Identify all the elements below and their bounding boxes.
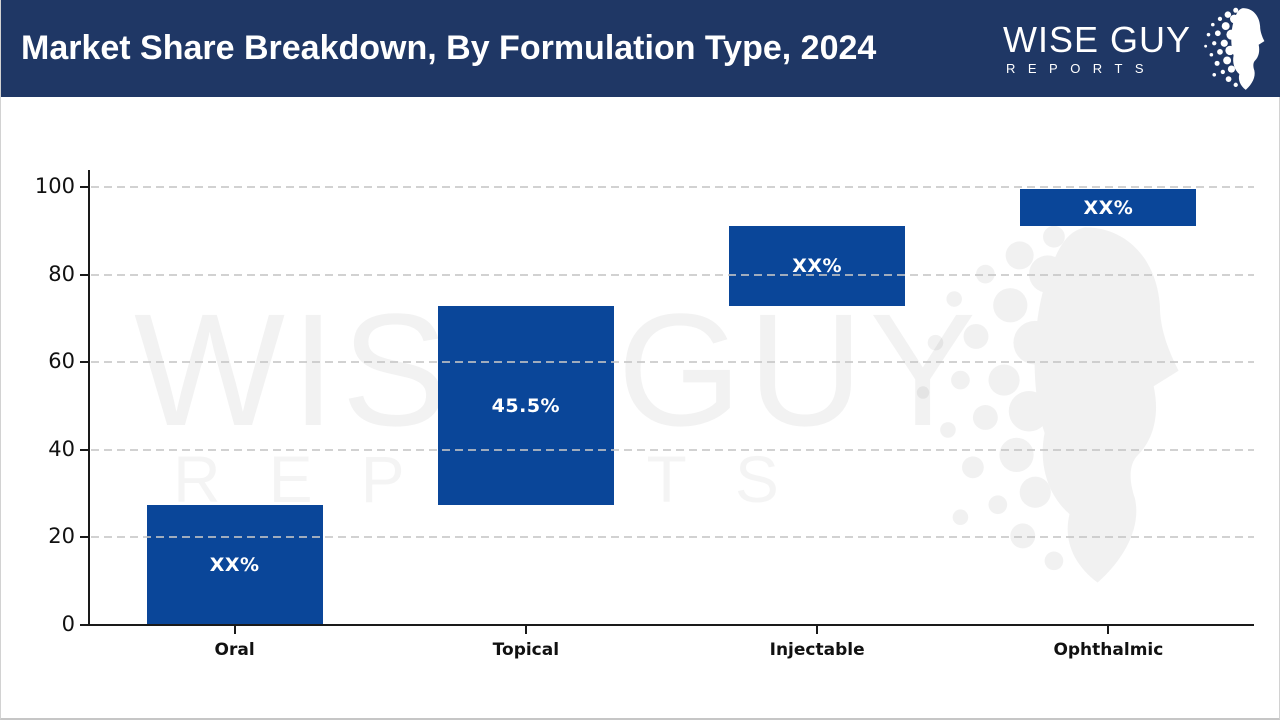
y-tick-mark-0 bbox=[80, 624, 88, 626]
y-tick-mark-80 bbox=[80, 273, 88, 276]
brand-reports-label: REPORTS bbox=[1005, 61, 1157, 77]
y-tick-mark-20 bbox=[80, 536, 88, 539]
y-axis-line bbox=[88, 170, 90, 626]
page-title: Market Share Breakdown, By Formulation T… bbox=[21, 29, 877, 67]
x-tick-mark-oral bbox=[233, 626, 236, 634]
brand-logo: WISE GUY REPORTS bbox=[1003, 6, 1267, 92]
x-tick-mark-topical bbox=[524, 626, 527, 634]
bar-label-topical: 45.5% bbox=[491, 394, 561, 417]
gridline-40 bbox=[91, 448, 1254, 451]
y-tick-label-60: 60 bbox=[48, 349, 75, 374]
bar-injectable: XX% bbox=[729, 226, 906, 307]
x-tick-mark-injectable bbox=[816, 626, 819, 634]
bar-topical: 45.5% bbox=[437, 306, 614, 506]
y-tick-mark-60 bbox=[80, 361, 88, 364]
brand-wordmark: WISE GUY bbox=[1002, 18, 1191, 60]
x-tick-label-topical: Topical bbox=[492, 640, 560, 660]
y-tick-label-40: 40 bbox=[48, 436, 75, 461]
gridline-100 bbox=[91, 186, 1254, 188]
header-bar: Market Share Breakdown, By Formulation T… bbox=[1, 0, 1280, 97]
x-tick-mark-ophthalmic bbox=[1107, 626, 1110, 634]
y-tick-label-0: 0 bbox=[61, 612, 75, 636]
wiseguy-head-icon bbox=[1204, 7, 1265, 90]
y-tick-label-100: 100 bbox=[34, 174, 75, 198]
gridline-20 bbox=[91, 536, 1254, 539]
gridline-80 bbox=[91, 273, 1254, 276]
bar-ophthalmic: XX% bbox=[1020, 189, 1197, 227]
x-tick-label-injectable: Injectable bbox=[769, 640, 865, 660]
bar-oral: XX% bbox=[146, 505, 323, 625]
y-tick-label-20: 20 bbox=[48, 524, 75, 549]
bar-label-ophthalmic: XX% bbox=[1083, 196, 1134, 219]
gridline-60 bbox=[91, 361, 1254, 364]
y-tick-label-80: 80 bbox=[48, 261, 75, 286]
x-tick-label-oral: Oral bbox=[214, 640, 255, 660]
x-tick-label-ophthalmic: Ophthalmic bbox=[1053, 640, 1164, 660]
bar-label-oral: XX% bbox=[209, 554, 260, 577]
y-tick-mark-40 bbox=[80, 448, 88, 451]
y-tick-mark-100 bbox=[80, 186, 88, 188]
x-axis-line bbox=[88, 624, 1254, 626]
bar-label-injectable: XX% bbox=[792, 255, 843, 278]
